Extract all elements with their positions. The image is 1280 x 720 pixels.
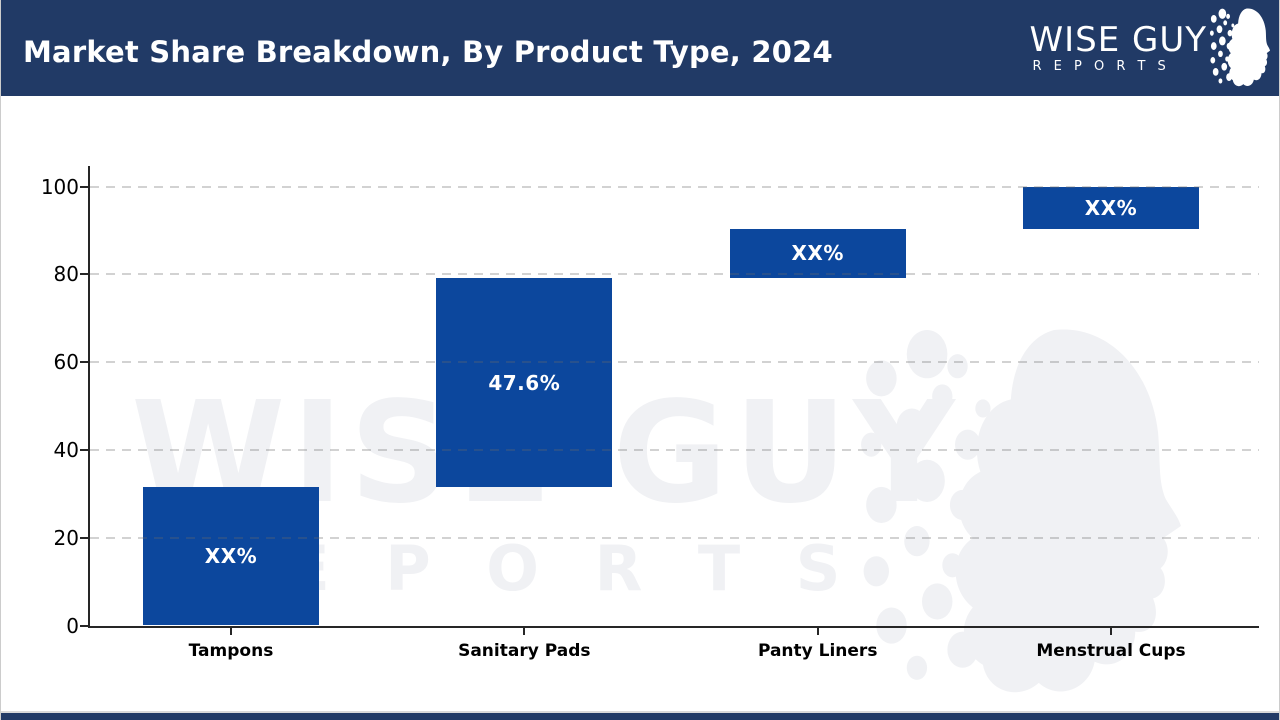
y-axis-tick-40	[80, 448, 88, 451]
face-profile-icon	[1209, 8, 1271, 87]
x-axis-tick-1	[230, 627, 232, 635]
logo-title: WISE GUY	[1029, 19, 1207, 60]
y-tick-label-20: 20	[53, 525, 79, 550]
y-tick-label-80: 80	[53, 262, 79, 287]
y-axis-tick-20	[80, 536, 88, 539]
bar-menstrual-cups: XX%	[1023, 186, 1199, 229]
x-axis-tick-3	[816, 627, 819, 635]
x-tick-label-tampons: Tampons	[188, 640, 274, 661]
header-bar: Market Share Breakdown, By Product Type,…	[1, 0, 1279, 96]
gridline-40	[90, 448, 1259, 451]
page-title: Market Share Breakdown, By Product Type,…	[23, 35, 833, 69]
x-tick-label-menstrual-cups: Menstrual Cups	[1036, 640, 1186, 661]
bar-panty-liners: XX%	[729, 228, 906, 279]
y-axis-tick-0	[80, 624, 88, 627]
bar-value-label-menstrual-cups: XX%	[1084, 195, 1138, 220]
bar-value-label-sanitary-pads: 47.6%	[488, 370, 561, 395]
y-tick-label-100: 100	[40, 174, 79, 199]
bar-value-label-tampons: XX%	[204, 544, 258, 569]
logo-subtitle: R E P O R T S	[1032, 58, 1170, 74]
y-axis-spine	[88, 166, 90, 628]
y-axis-tick-80	[80, 273, 88, 276]
y-tick-label-40: 40	[53, 437, 79, 462]
bar-value-label-panty-liners: XX%	[791, 241, 844, 266]
gridline-60	[90, 361, 1259, 364]
gridline-100	[90, 185, 1259, 188]
x-axis-spine	[88, 625, 1259, 628]
y-axis-tick-60	[80, 361, 88, 364]
wiseguy-logo: WISE GUY R E P O R T S	[1029, 4, 1271, 92]
bar-tampons: XX%	[143, 487, 319, 626]
x-axis-tick-4	[1110, 627, 1112, 635]
footer-bar	[1, 711, 1279, 720]
gridline-20	[90, 536, 1259, 539]
y-tick-label-60: 60	[53, 350, 79, 375]
watermark-face-icon	[861, 329, 1181, 693]
y-tick-label-0: 0	[66, 613, 79, 638]
bar-sanitary-pads: 47.6%	[436, 278, 613, 488]
y-axis-tick-100	[80, 185, 88, 188]
x-tick-label-sanitary-pads: Sanitary Pads	[458, 640, 591, 661]
x-tick-label-panty-liners: Panty Liners	[757, 640, 878, 661]
logo-wordmark: WISE GUY R E P O R T S	[1029, 22, 1207, 75]
x-axis-tick-2	[523, 627, 526, 635]
gridline-80	[90, 273, 1259, 276]
